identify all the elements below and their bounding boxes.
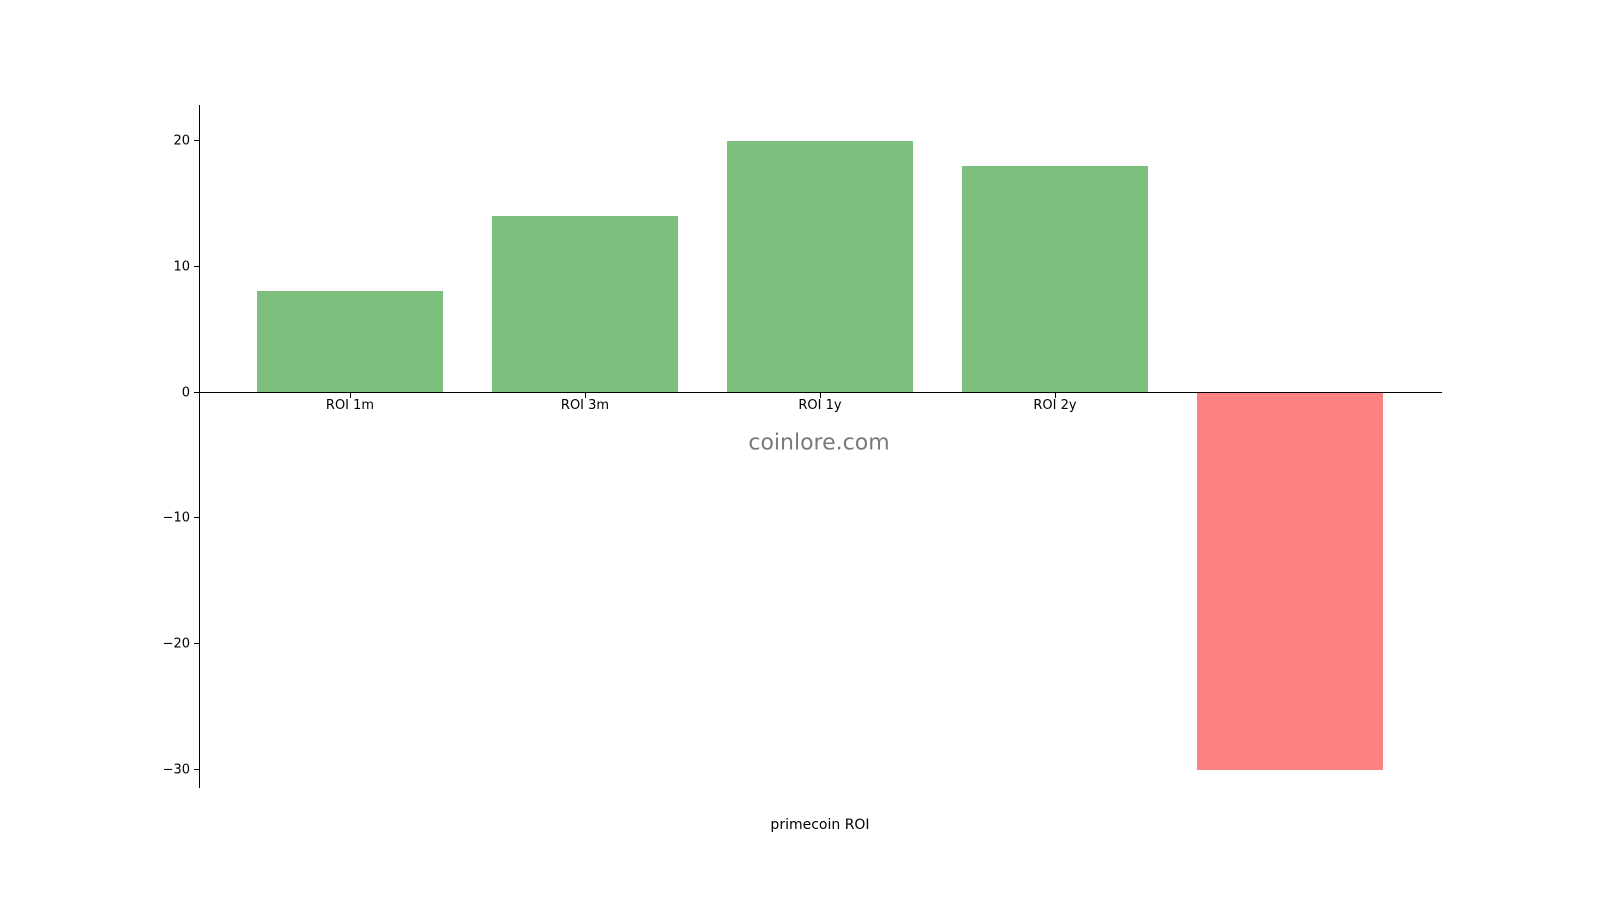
x-tick-label: ROI 3m xyxy=(560,398,610,413)
bar-positive xyxy=(257,291,443,392)
y-tick-label: −20 xyxy=(162,636,190,652)
x-tick-label: ROI 1y xyxy=(798,398,842,413)
y-axis-tick xyxy=(194,517,199,519)
y-tick-label: 10 xyxy=(173,259,190,275)
bar-negative xyxy=(1197,393,1383,771)
x-axis-tick xyxy=(349,393,351,398)
x-axis-tick xyxy=(584,393,586,398)
bar-positive xyxy=(492,216,678,392)
bar-positive xyxy=(727,140,913,392)
bar-positive xyxy=(962,165,1148,392)
watermark-text: coinlore.com xyxy=(748,430,890,456)
y-axis-tick xyxy=(194,768,199,770)
y-tick-label: −30 xyxy=(162,762,190,778)
y-tick-label: 20 xyxy=(173,133,190,149)
y-axis-tick xyxy=(194,391,199,393)
x-axis-line xyxy=(199,392,1442,394)
x-axis-tick xyxy=(1054,393,1056,398)
y-axis-tick xyxy=(194,642,199,645)
y-axis-tick xyxy=(194,140,199,142)
y-tick-label: 0 xyxy=(181,385,190,400)
x-tick-label: ROI 1m xyxy=(325,398,375,413)
y-axis-line xyxy=(199,105,201,788)
x-tick-label: ROI 2y xyxy=(1033,398,1077,413)
y-axis-tick xyxy=(194,265,199,268)
y-tick-label: −10 xyxy=(162,510,190,526)
x-axis-tick xyxy=(819,393,821,398)
chart-title: primecoin ROI xyxy=(770,817,870,833)
